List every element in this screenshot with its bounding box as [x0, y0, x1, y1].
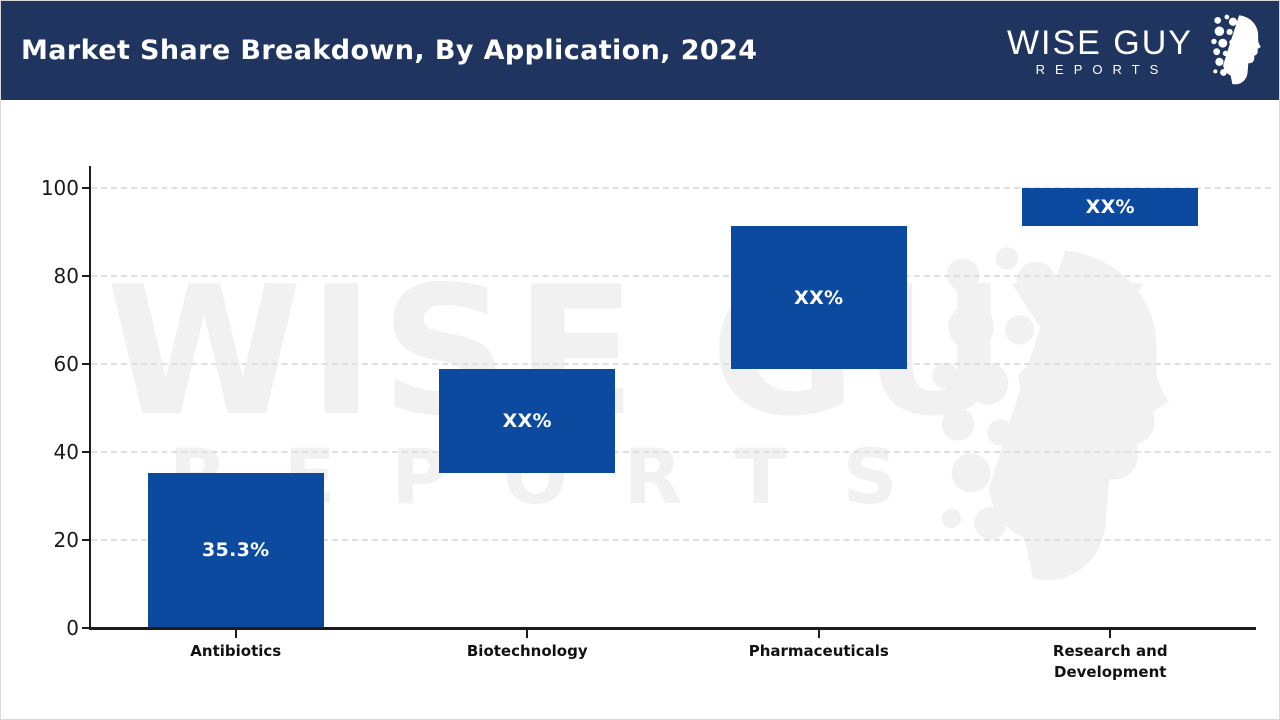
y-axis [89, 166, 91, 630]
brand-name: WISE GUY [1006, 24, 1193, 62]
ytick-60 [82, 363, 90, 365]
bar-biotechnology: XX% [439, 369, 616, 473]
wiseguy-face-icon [1211, 14, 1261, 85]
bar-value-label-research-and-development: XX% [1085, 195, 1135, 218]
bar-value-label-antibiotics: 35.3% [202, 539, 270, 562]
ytick-0 [82, 627, 90, 629]
ytick-100 [82, 187, 90, 189]
page-title: Market Share Breakdown, By Application, … [21, 35, 758, 66]
gridline-60 [91, 363, 1271, 365]
ytick-label-80: 80 [53, 264, 79, 288]
bar-value-label-biotechnology: XX% [502, 409, 552, 432]
xtick-biotechnology [526, 630, 529, 638]
ytick-label-60: 60 [53, 352, 79, 376]
gridline-20 [91, 539, 1271, 541]
ytick-label-40: 40 [53, 440, 79, 464]
bar-research-and-development: XX% [1022, 188, 1199, 226]
ytick-label-0: 0 [66, 616, 79, 640]
xtick-research-and-development [1109, 630, 1112, 638]
xtick-label-antibiotics: Antibiotics [190, 642, 282, 660]
ytick-80 [82, 275, 90, 277]
ytick-40 [82, 451, 90, 453]
brand-text: WISE GUY REPORTS [1007, 25, 1193, 77]
bar-value-label-pharmaceuticals: XX% [794, 286, 844, 309]
xtick-label-research-and-development: Research and Development [1052, 642, 1168, 681]
xtick-antibiotics [234, 630, 237, 638]
gridline-80 [91, 275, 1271, 277]
gridline-40 [91, 451, 1271, 453]
brand-subtitle: REPORTS [1035, 62, 1169, 77]
bar-pharmaceuticals: XX% [730, 225, 907, 370]
brand-logo: WISE GUY REPORTS [1007, 7, 1267, 95]
header: Market Share Breakdown, By Application, … [1, 1, 1279, 100]
xtick-label-biotechnology: Biotechnology [466, 642, 588, 660]
xtick-label-pharmaceuticals: Pharmaceuticals [748, 642, 889, 660]
ytick-label-20: 20 [53, 528, 79, 552]
gridline-100 [91, 187, 1271, 189]
x-axis [89, 627, 1256, 630]
xtick-pharmaceuticals [817, 630, 820, 638]
ytick-20 [82, 539, 90, 541]
bar-antibiotics: 35.3% [147, 472, 324, 628]
ytick-label-100: 100 [40, 176, 79, 200]
